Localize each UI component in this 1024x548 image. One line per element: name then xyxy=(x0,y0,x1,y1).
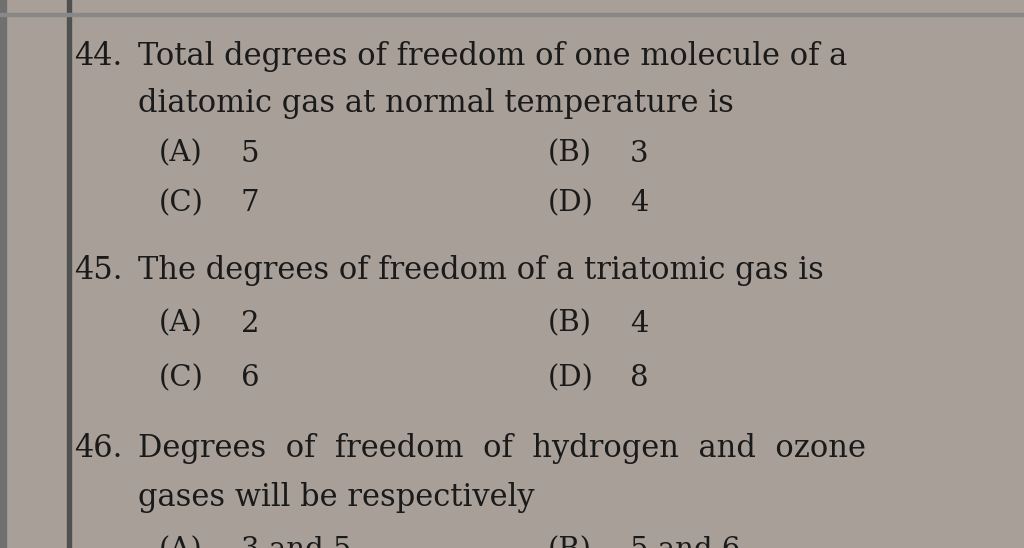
Text: 3: 3 xyxy=(630,140,648,168)
Text: 45.: 45. xyxy=(74,255,122,286)
Text: gases will be respectively: gases will be respectively xyxy=(138,482,535,513)
Text: 5 and 6: 5 and 6 xyxy=(630,536,740,548)
Text: (D): (D) xyxy=(548,189,594,217)
Text: 2: 2 xyxy=(241,310,259,338)
Text: 7: 7 xyxy=(241,189,259,217)
Bar xyxy=(67,0,71,548)
Text: Total degrees of freedom of one molecule of a: Total degrees of freedom of one molecule… xyxy=(138,41,848,72)
Text: The degrees of freedom of a triatomic gas is: The degrees of freedom of a triatomic ga… xyxy=(138,255,824,286)
Text: (C): (C) xyxy=(159,364,204,392)
Text: (B): (B) xyxy=(548,536,592,548)
Text: (A): (A) xyxy=(159,536,203,548)
Text: (C): (C) xyxy=(159,189,204,217)
Text: (B): (B) xyxy=(548,140,592,168)
Text: 4: 4 xyxy=(630,310,648,338)
Text: 8: 8 xyxy=(630,364,648,392)
Text: (A): (A) xyxy=(159,310,203,338)
Text: 4: 4 xyxy=(630,189,648,217)
Text: Degrees  of  freedom  of  hydrogen  and  ozone: Degrees of freedom of hydrogen and ozone xyxy=(138,433,866,464)
Text: (D): (D) xyxy=(548,364,594,392)
Text: 6: 6 xyxy=(241,364,259,392)
Text: diatomic gas at normal temperature is: diatomic gas at normal temperature is xyxy=(138,88,734,119)
Bar xyxy=(0,13,1024,16)
Text: 5: 5 xyxy=(241,140,259,168)
Bar xyxy=(0,0,6,548)
Text: 3 and 5: 3 and 5 xyxy=(241,536,351,548)
Text: 44.: 44. xyxy=(74,41,122,72)
Text: (A): (A) xyxy=(159,140,203,168)
Text: (B): (B) xyxy=(548,310,592,338)
Text: 46.: 46. xyxy=(74,433,122,464)
